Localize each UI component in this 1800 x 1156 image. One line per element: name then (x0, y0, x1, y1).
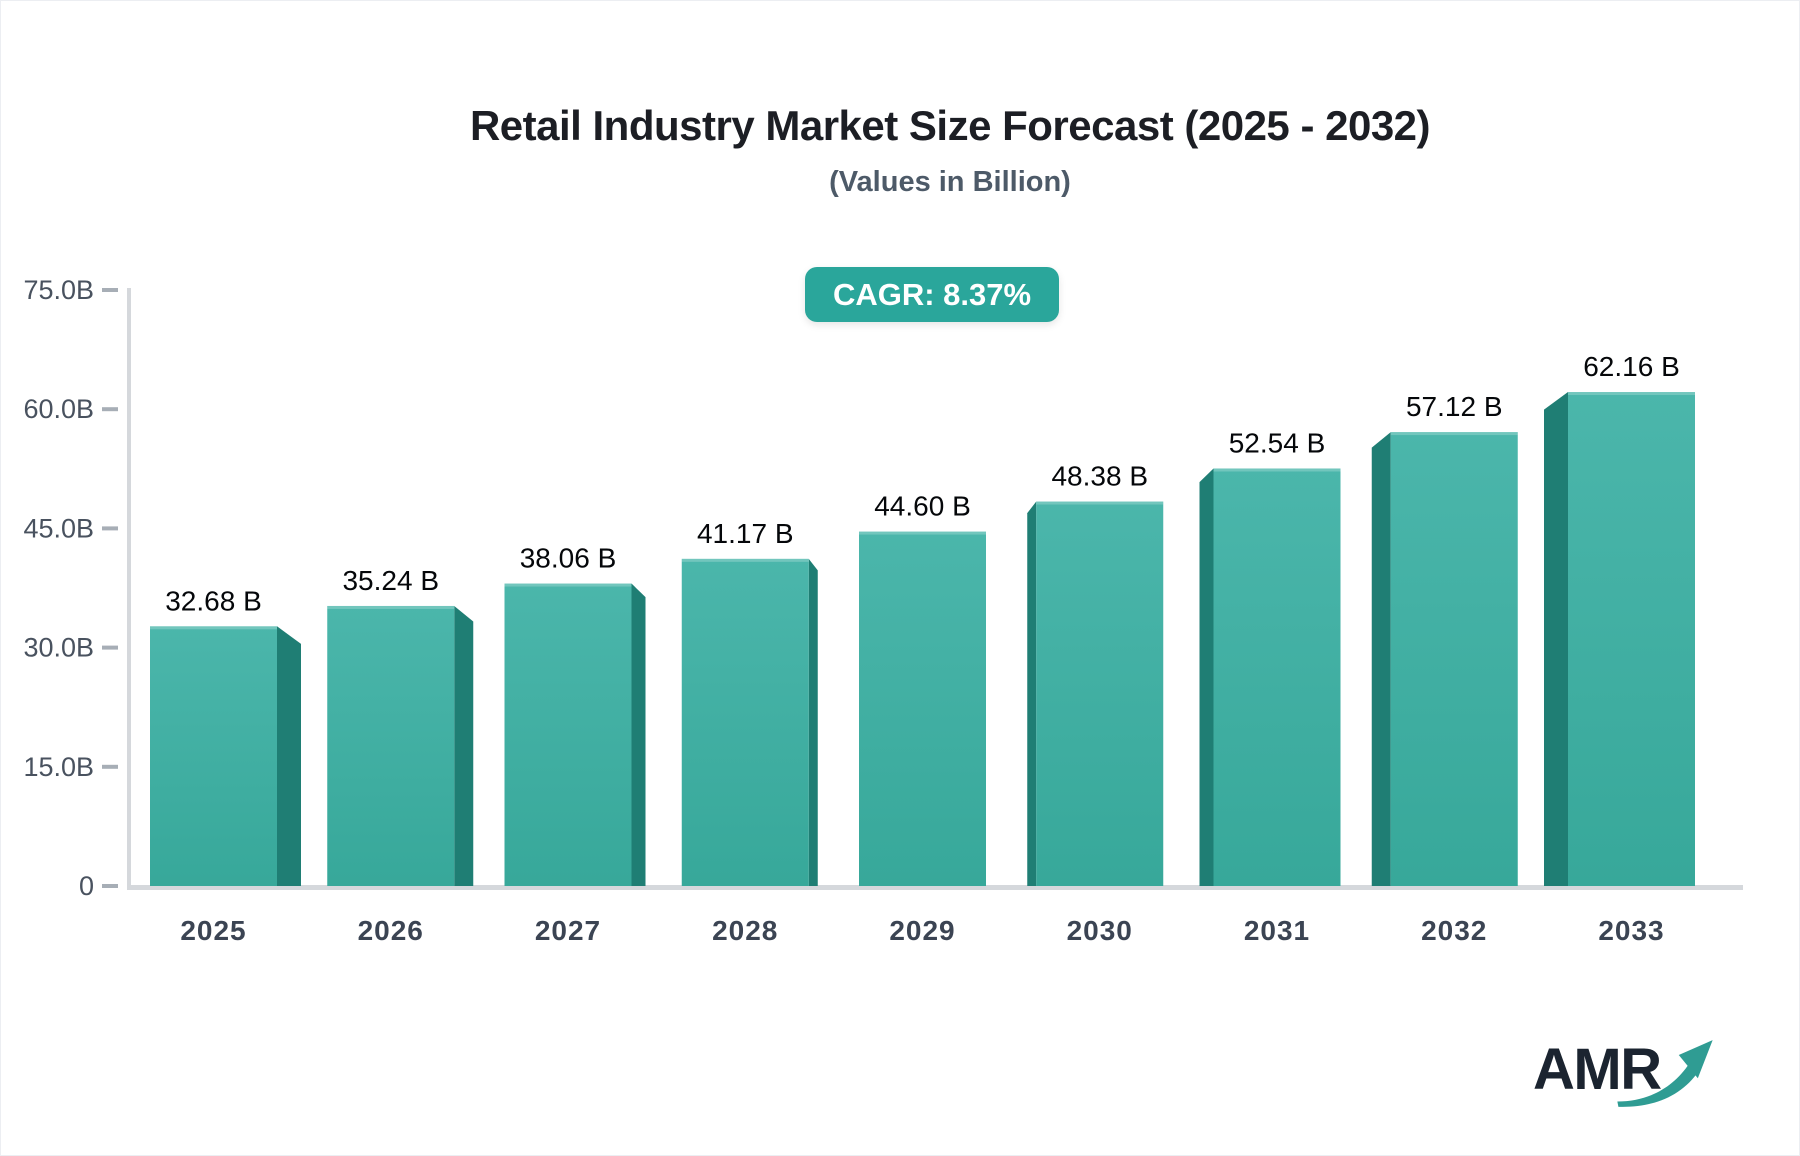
x-axis-label: 2032 (1421, 915, 1487, 946)
bar-value-label: 62.16 B (1583, 351, 1680, 382)
x-axis-label: 2028 (712, 915, 778, 946)
bar-front-face (681, 558, 809, 886)
y-tick-dash (102, 764, 118, 769)
bar-top-highlight (1568, 392, 1695, 396)
bar-value-label: 57.12 B (1406, 391, 1503, 422)
bar-top-highlight (327, 605, 455, 609)
x-axis-label: 2029 (889, 915, 955, 946)
bar-side-face (1199, 468, 1214, 886)
x-axis-label: 2025 (180, 915, 246, 946)
bar-value-label: 41.17 B (697, 518, 794, 549)
bar-2029[interactable] (859, 531, 986, 886)
chart-header: Retail Industry Market Size Forecast (20… (100, 102, 1800, 199)
x-axis-label: 2026 (358, 915, 424, 946)
bar-side-face (1027, 501, 1037, 886)
bar-side-face (1544, 392, 1568, 886)
bar-front-face (327, 605, 455, 886)
chart-title: Retail Industry Market Size Forecast (20… (469, 102, 1431, 149)
amr-logo-arrow-icon (1617, 1040, 1713, 1107)
bar-top-highlight (681, 558, 809, 562)
x-axis-label: 2031 (1244, 915, 1310, 946)
y-tick-label: 60.0B (23, 394, 94, 424)
bar-top-highlight (1390, 432, 1518, 436)
bar-front-face (504, 583, 632, 886)
bar-value-label: 32.68 B (165, 585, 262, 616)
bar-front-face (1568, 392, 1695, 886)
y-tick-label: 15.0B (23, 752, 94, 782)
bar-front-face (1390, 432, 1518, 886)
bars-layer (150, 392, 1695, 886)
bar-2026[interactable] (327, 605, 474, 886)
bar-side-face (808, 558, 818, 886)
amr-logo-text: AMR (1533, 1037, 1662, 1102)
bar-top-highlight (150, 626, 277, 630)
y-axis-line (127, 288, 131, 886)
labels-layer: 32.68 B 2025 35.24 B 2026 38.06 B 2027 41.17 B… (165, 351, 1680, 946)
y-tick-dash (102, 526, 118, 531)
bar-front-face (150, 626, 277, 886)
y-tick-dash (102, 288, 118, 292)
bar-side-face (631, 583, 646, 886)
y-tick-label: 0 (79, 871, 94, 901)
bar-2028[interactable] (681, 558, 818, 886)
bar-2030[interactable] (1027, 501, 1164, 886)
bar-front-face (1036, 501, 1164, 886)
axes-layer: 0 15.0B 30.0B 45.0B 60.0B 75.0B (23, 275, 1743, 901)
bar-2032[interactable] (1371, 432, 1518, 886)
bar-top-highlight (504, 583, 632, 587)
cagr-badge-label: CAGR: 8.37% (832, 276, 1032, 312)
bar-side-face (1371, 432, 1391, 886)
y-tick-dash (102, 407, 118, 412)
cagr-badge: CAGR: 8.37% (805, 267, 1059, 322)
bar-value-label: 35.24 B (342, 565, 439, 596)
bar-value-label: 44.60 B (874, 491, 971, 522)
bar-value-label: 48.38 B (1051, 461, 1148, 492)
bar-front-face (859, 531, 986, 886)
bar-top-highlight (1213, 468, 1341, 472)
bar-value-label: 38.06 B (520, 543, 617, 574)
amr-logo: AMR (1533, 1038, 1733, 1118)
x-axis-label: 2033 (1598, 915, 1664, 946)
y-tick-dash (102, 884, 118, 888)
bar-top-highlight (1036, 501, 1164, 505)
bar-side-face (277, 626, 301, 886)
bar-2033[interactable] (1544, 392, 1695, 886)
bar-2031[interactable] (1199, 468, 1341, 886)
bar-2027[interactable] (504, 583, 646, 886)
x-axis-line (127, 885, 1743, 890)
bar-side-face (454, 605, 474, 886)
bar-front-face (1213, 468, 1341, 886)
y-tick-label: 45.0B (23, 513, 94, 543)
y-tick-label: 30.0B (23, 633, 94, 663)
x-axis-label: 2030 (1067, 915, 1133, 946)
bar-2025[interactable] (150, 626, 301, 886)
chart-subtitle: (Values in Billion) (829, 166, 1071, 198)
bar-top-highlight (859, 531, 986, 535)
y-tick-dash (102, 645, 118, 650)
y-tick-label: 75.0B (23, 275, 94, 305)
x-axis-label: 2027 (535, 915, 601, 946)
bar-value-label: 52.54 B (1229, 427, 1326, 458)
